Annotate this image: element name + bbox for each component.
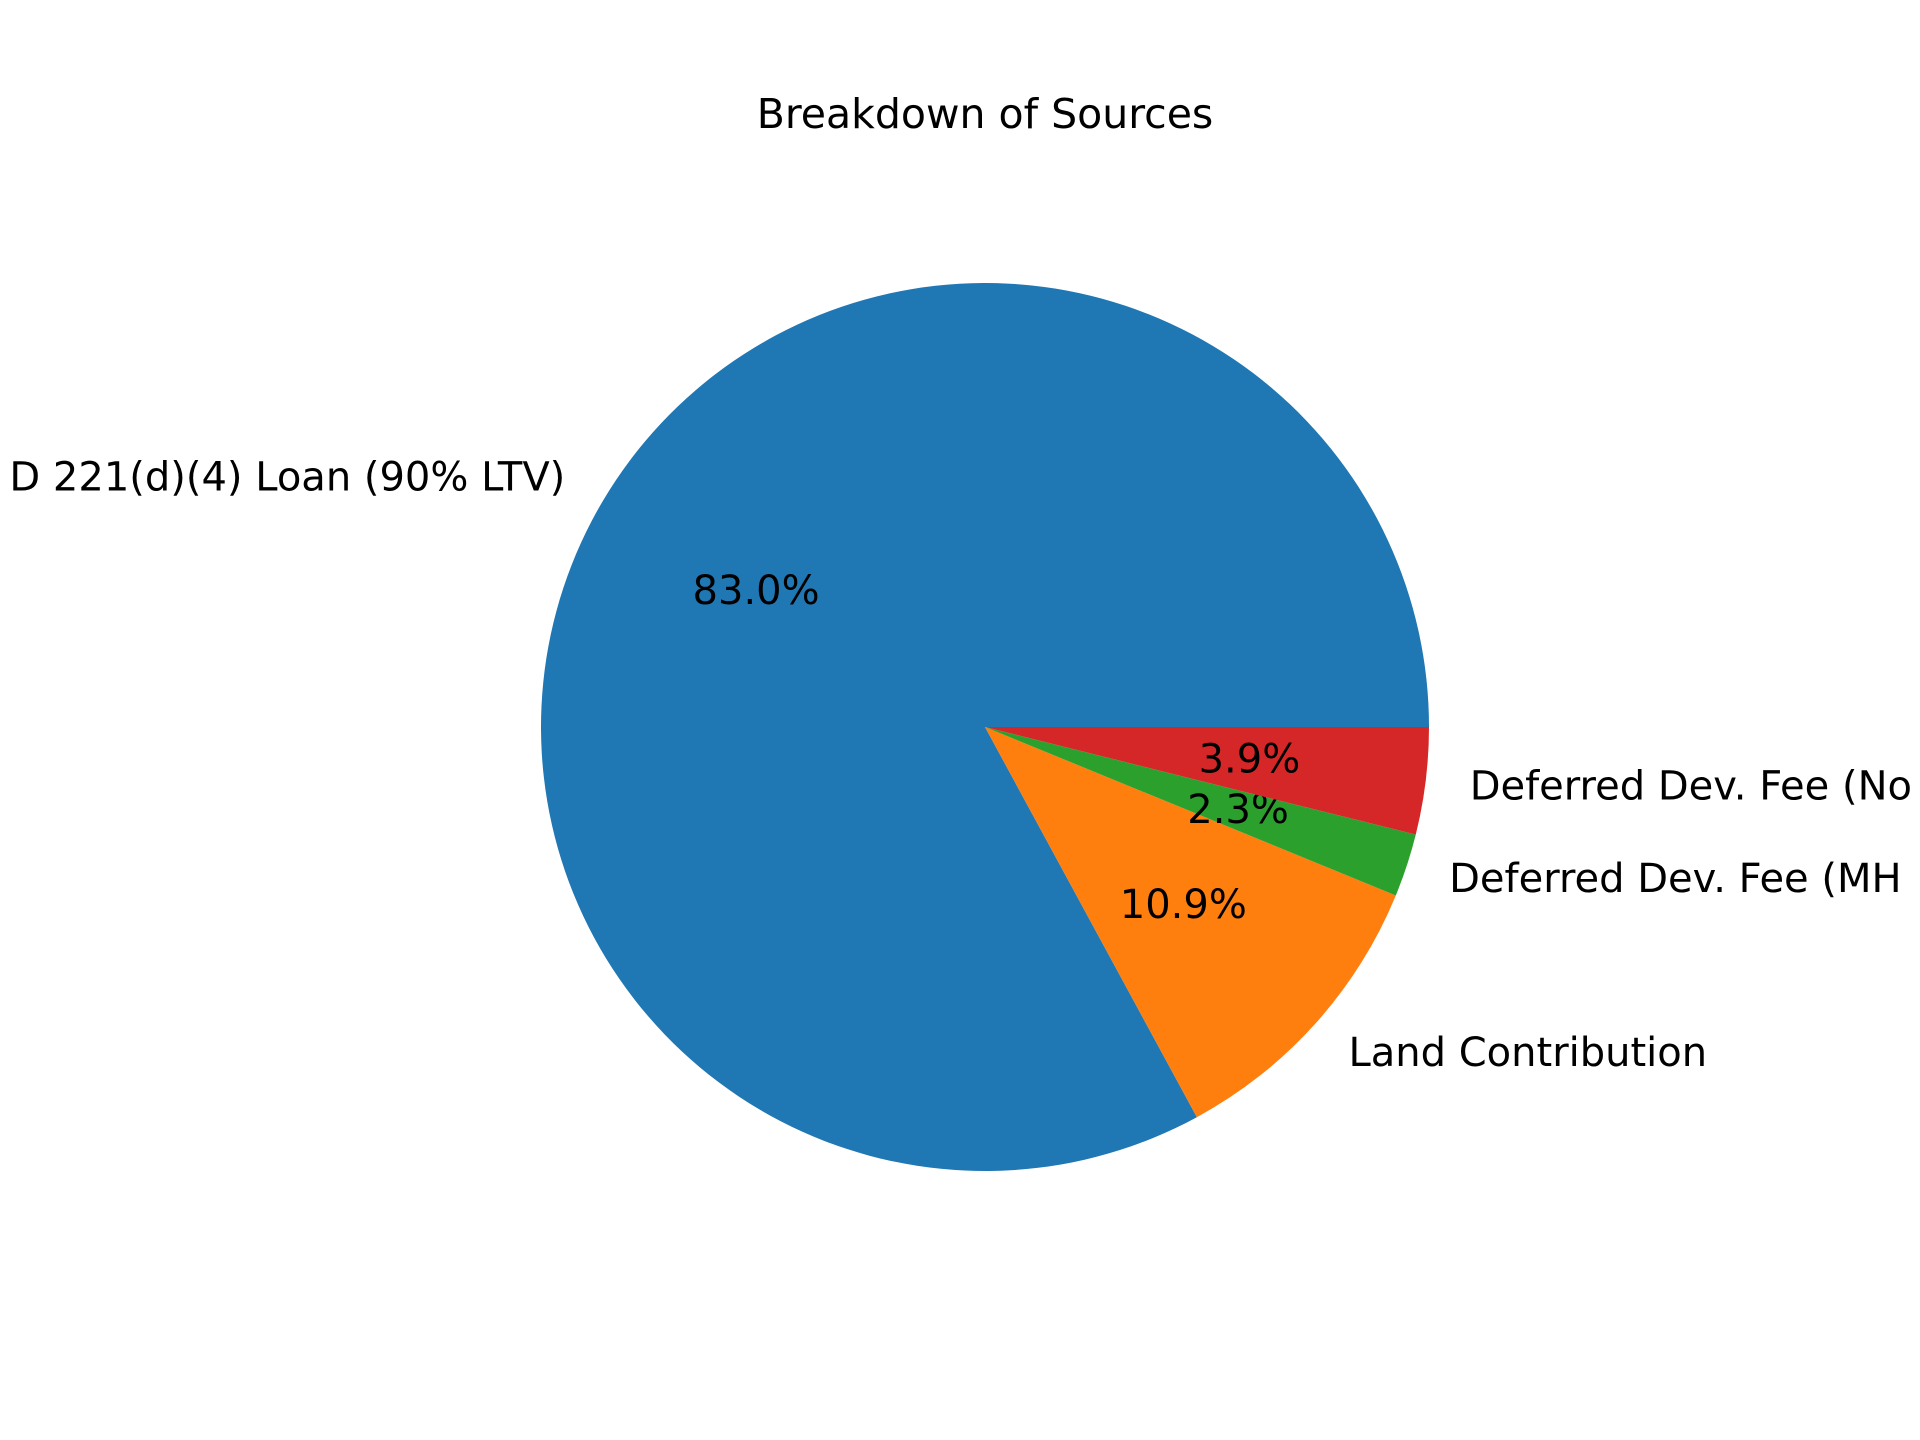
pie-slice-3 bbox=[985, 727, 1429, 835]
slice-pct-label-1: 10.9% bbox=[1120, 882, 1247, 928]
slice-label-3: Deferred Dev. Fee (No bbox=[1470, 764, 1912, 810]
slice-label-0: D 221(d)(4) Loan (90% LTV) bbox=[9, 454, 565, 500]
pie-slice-2 bbox=[985, 727, 1416, 896]
chart-title: Breakdown of Sources bbox=[756, 90, 1214, 138]
pie-slice-1 bbox=[985, 727, 1396, 1118]
slice-pct-label-3: 3.9% bbox=[1199, 737, 1301, 783]
slice-label-1: Land Contribution bbox=[1349, 1030, 1708, 1076]
slice-label-2: Deferred Dev. Fee (MH bbox=[1449, 856, 1901, 902]
slice-pct-label-0: 83.0% bbox=[693, 568, 820, 614]
pie-slice-0 bbox=[541, 283, 1429, 1172]
